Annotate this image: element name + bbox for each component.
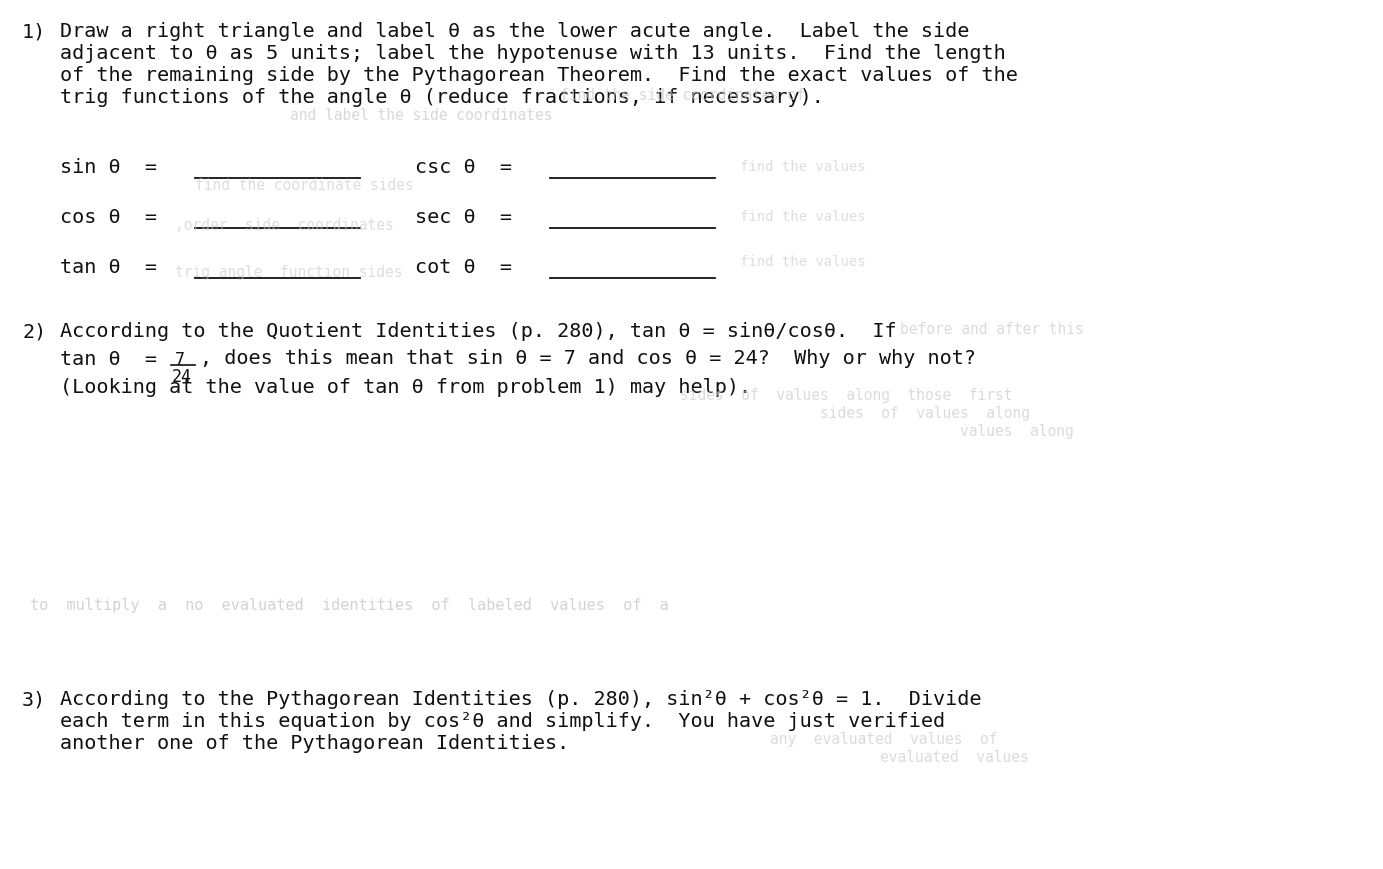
Text: cos θ  =: cos θ =: [59, 208, 158, 227]
Text: tan θ  =: tan θ =: [59, 258, 158, 277]
Text: adjacent to θ as 5 units; label the hypotenuse with 13 units.  Find the length: adjacent to θ as 5 units; label the hypo…: [59, 44, 1005, 63]
Text: find the values: find the values: [740, 210, 866, 224]
Text: of the remaining side by the Pythagorean Theorem.  Find the exact values of the: of the remaining side by the Pythagorean…: [59, 66, 1018, 85]
Text: sides  of  values  along: sides of values along: [820, 406, 1030, 421]
Text: trig angle  function sides: trig angle function sides: [176, 265, 402, 280]
Text: sec θ  =: sec θ =: [415, 208, 512, 227]
Text: sides  of  values  along  those  first: sides of values along those first: [680, 388, 1012, 403]
Text: csc θ  =: csc θ =: [415, 158, 512, 177]
Text: 24: 24: [171, 368, 192, 386]
Text: (Looking at the value of tan θ from problem 1) may help).: (Looking at the value of tan θ from prob…: [59, 378, 751, 397]
Text: 1): 1): [22, 22, 46, 41]
Text: tan θ  =: tan θ =: [59, 350, 169, 369]
Text: find the coordinate sides: find the coordinate sides: [195, 178, 414, 193]
Text: find the values: find the values: [740, 255, 866, 269]
Text: 2): 2): [22, 322, 46, 341]
Text: cot θ  =: cot θ =: [415, 258, 512, 277]
Text: 7: 7: [176, 351, 185, 369]
Text: Draw a right triangle and label θ as the lower acute angle.  Label the side: Draw a right triangle and label θ as the…: [59, 22, 969, 41]
Text: each term in this equation by cos²θ and simplify.  You have just verified: each term in this equation by cos²θ and …: [59, 712, 945, 731]
Text: find the values: find the values: [740, 160, 866, 174]
Text: sin θ  =: sin θ =: [59, 158, 158, 177]
Text: ,order  side  coordinates: ,order side coordinates: [176, 218, 394, 233]
Text: 3): 3): [22, 690, 46, 709]
Text: any  evaluated  values  of: any evaluated values of: [770, 732, 997, 747]
Text: trig functions of the angle θ (reduce fractions, if necessary).: trig functions of the angle θ (reduce fr…: [59, 88, 824, 107]
Text: to  multiply  a  no  evaluated  identities  of  labeled  values  of  a: to multiply a no evaluated identities of…: [30, 598, 669, 613]
Text: find the side coordinates of: find the side coordinates of: [560, 88, 805, 103]
Text: another one of the Pythagorean Identities.: another one of the Pythagorean Identitie…: [59, 734, 570, 753]
Text: values  along: values along: [960, 424, 1073, 439]
Text: and label the side coordinates: and label the side coordinates: [290, 108, 552, 123]
Text: , does this mean that sin θ = 7 and cos θ = 24?  Why or why not?: , does this mean that sin θ = 7 and cos …: [201, 349, 976, 368]
Text: evaluated  values: evaluated values: [880, 750, 1029, 765]
Text: According to the Quotient Identities (p. 280), tan θ = sinθ/cosθ.  If: According to the Quotient Identities (p.…: [59, 322, 896, 341]
Text: According to the Pythagorean Identities (p. 280), sin²θ + cos²θ = 1.  Divide: According to the Pythagorean Identities …: [59, 690, 982, 709]
Text: before and after this: before and after this: [900, 322, 1084, 337]
